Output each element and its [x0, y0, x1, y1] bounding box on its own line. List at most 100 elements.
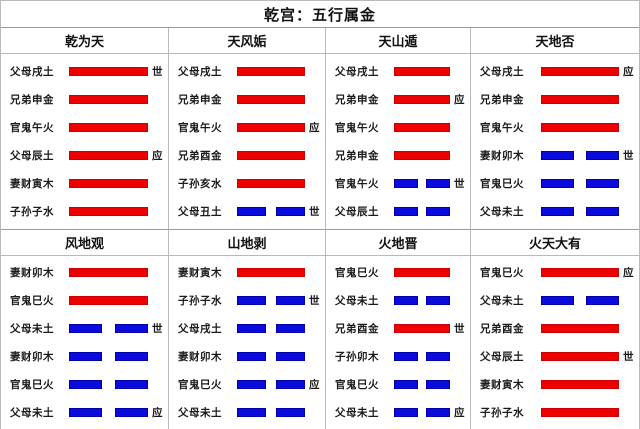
hexagram-line-row: 官鬼巳火 应 — [169, 370, 325, 398]
yin-bar-left — [237, 351, 266, 361]
line-label: 官鬼巳火 — [10, 295, 54, 307]
yin-line-icon — [541, 206, 619, 216]
yin-line-icon — [541, 295, 619, 305]
yang-line-icon — [541, 379, 619, 389]
position-marker: 应 — [454, 407, 465, 419]
yin-bar-right — [586, 150, 619, 160]
yin-bar — [237, 295, 305, 305]
yin-bar-right — [276, 379, 305, 389]
yin-bar-left — [394, 407, 418, 417]
yin-bar-right — [586, 178, 619, 188]
line-label: 官鬼巳火 — [480, 178, 524, 190]
line-label: 妻财寅木 — [178, 267, 222, 279]
position-marker: 世 — [152, 66, 163, 78]
yin-bar-right — [426, 178, 450, 188]
yin-bar — [394, 379, 450, 389]
hexagram-name: 风地观 — [64, 235, 104, 251]
hexagram-grid: 乾为天 父母戌土世兄弟申金 官鬼午火 父母辰土应妻财寅木 子孙子水 天风姤 父母戌土 兄弟申金… — [1, 28, 639, 429]
hexagram-line-row: 子孙子水 — [471, 398, 639, 426]
yin-bar-right — [114, 323, 148, 333]
yin-bar-left — [394, 206, 418, 216]
hexagram-cell: 火天大有 官鬼巳火 应父母未土 兄弟酉金 父母辰土 世妻财寅木 子孙子水 — [471, 228, 639, 429]
hexagram-line-row: 妻财寅木 — [1, 169, 168, 197]
yang-bar — [237, 150, 305, 160]
hexagram-line-row: 兄弟酉金 — [471, 314, 639, 342]
line-label: 兄弟申金 — [480, 94, 524, 106]
line-label: 父母未土 — [480, 206, 524, 218]
position-marker: 应 — [309, 122, 320, 134]
yang-bar — [69, 150, 148, 160]
line-label: 官鬼午火 — [10, 122, 54, 134]
yin-bar — [237, 379, 305, 389]
yang-line-icon — [394, 94, 450, 104]
page-title: 乾宫：五行属金 — [263, 7, 376, 24]
position-marker: 世 — [152, 323, 163, 335]
position-marker: 应 — [309, 379, 320, 391]
yang-line-icon — [394, 150, 450, 160]
yang-bar — [541, 323, 619, 333]
line-label: 父母戌土 — [178, 66, 222, 78]
yin-bar-right — [426, 206, 450, 216]
yang-line-icon — [69, 94, 148, 104]
hexagram-name-header: 乾为天 — [1, 28, 168, 54]
hexagram-name-header: 火地晋 — [326, 230, 470, 256]
yin-line-icon — [69, 379, 148, 389]
yang-line-icon — [541, 94, 619, 104]
yang-bar — [394, 150, 450, 160]
yin-bar — [394, 206, 450, 216]
yin-line-icon — [69, 407, 148, 417]
yin-bar — [541, 206, 619, 216]
yang-bar — [237, 122, 305, 132]
yin-bar-left — [541, 206, 574, 216]
yang-bar — [69, 267, 148, 277]
hexagram-line-row: 妻财卯木 — [1, 258, 168, 286]
hexagram-line-row: 官鬼午火 — [1, 113, 168, 141]
line-label: 子孙子水 — [480, 407, 524, 419]
hexagram-cell: 山地剥 妻财寅木 子孙子水 世父母戌土 妻财卯木 官鬼巳火 应父母未土 — [169, 228, 326, 429]
yang-line-icon — [237, 122, 305, 132]
yin-bar — [237, 323, 305, 333]
yin-bar-left — [541, 150, 574, 160]
hexagram-line-row: 妻财卯木 — [1, 342, 168, 370]
hexagram-line-row: 官鬼午火 世 — [326, 169, 470, 197]
line-label: 兄弟酉金 — [335, 323, 379, 335]
line-label: 兄弟申金 — [335, 150, 379, 162]
line-label: 父母未土 — [335, 295, 379, 307]
hexagram-line-row: 官鬼巳火 — [1, 370, 168, 398]
line-label: 父母辰土 — [480, 351, 524, 363]
hexagram-line-row: 父母戌土 — [326, 57, 470, 85]
hexagram-line-row: 兄弟酉金 世 — [326, 314, 470, 342]
line-label: 父母辰土 — [10, 150, 54, 162]
hexagram-name-header: 天地否 — [471, 28, 639, 54]
yang-bar — [541, 94, 619, 104]
line-label: 父母戌土 — [10, 66, 54, 78]
yin-bar-left — [394, 379, 418, 389]
yang-line-icon — [237, 94, 305, 104]
hexagram-grid-row: 乾为天 父母戌土世兄弟申金 官鬼午火 父母辰土应妻财寅木 子孙子水 天风姤 父母戌土 兄弟申金… — [1, 28, 639, 229]
yang-bar — [69, 206, 148, 216]
yin-line-icon — [237, 351, 305, 361]
yang-bar — [541, 122, 619, 132]
hexagram-line-row: 妻财卯木 世 — [471, 141, 639, 169]
yin-line-icon — [394, 178, 450, 188]
hexagram-line-row: 官鬼午火 — [326, 113, 470, 141]
yin-line-icon — [394, 379, 450, 389]
hexagram-line-row: 父母辰土 应 — [1, 141, 168, 169]
line-label: 妻财寅木 — [10, 178, 54, 190]
hexagram-line-row: 父母辰土 — [326, 197, 470, 225]
line-label: 兄弟酉金 — [178, 150, 222, 162]
yin-bar-right — [114, 407, 148, 417]
position-marker: 世 — [454, 178, 465, 190]
hexagram-lines: 官鬼巳火 应父母未土 兄弟酉金 父母辰土 世妻财寅木 子孙子水 — [471, 256, 639, 429]
hexagram-line-row: 官鬼巳火 — [471, 169, 639, 197]
chart-title-bar: 乾宫：五行属金 — [1, 1, 639, 28]
yin-bar-left — [237, 407, 266, 417]
line-label: 子孙卯木 — [335, 351, 379, 363]
yang-line-icon — [237, 178, 305, 188]
yang-line-icon — [69, 122, 148, 132]
yang-line-icon — [69, 150, 148, 160]
yang-line-icon — [541, 267, 619, 277]
hexagram-line-row: 官鬼巳火 — [326, 258, 470, 286]
yin-bar — [237, 206, 305, 216]
yin-line-icon — [541, 178, 619, 188]
